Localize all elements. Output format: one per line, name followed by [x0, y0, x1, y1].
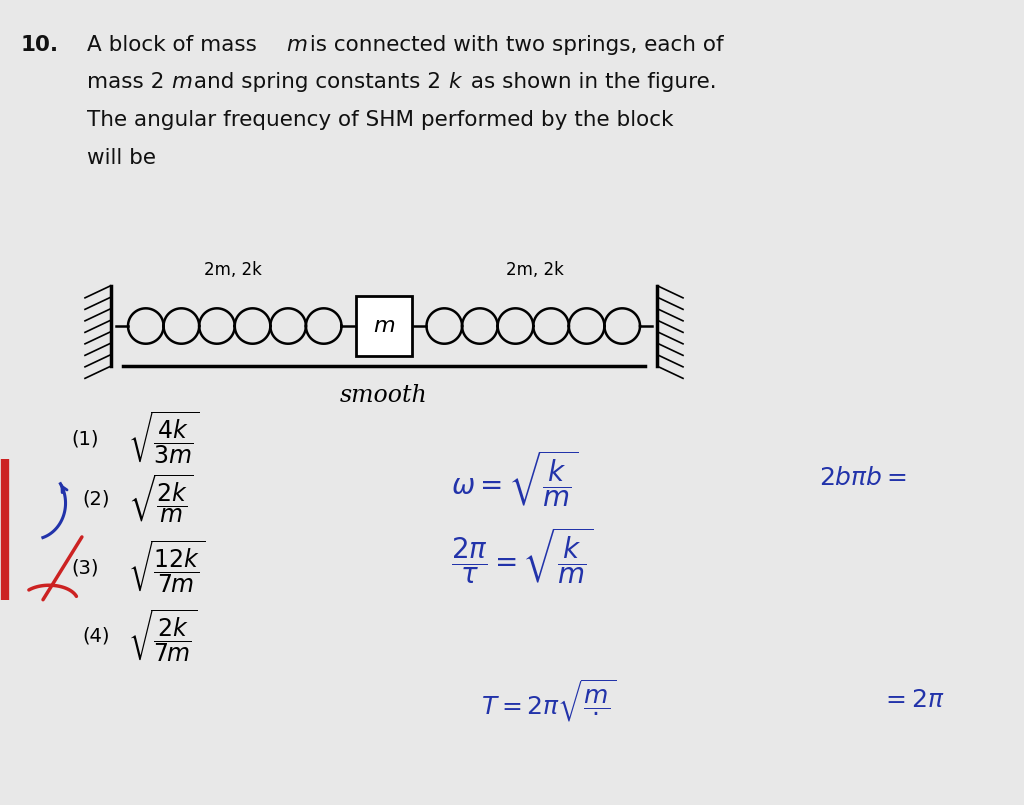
Text: A block of mass: A block of mass	[87, 35, 264, 55]
Text: is connected with two springs, each of: is connected with two springs, each of	[303, 35, 724, 55]
Text: as shown in the figure.: as shown in the figure.	[464, 72, 717, 93]
Text: $T = 2\pi\sqrt{\dfrac{m}{\cdot}}$: $T = 2\pi\sqrt{\dfrac{m}{\cdot}}$	[481, 677, 616, 724]
Text: m: m	[171, 72, 193, 93]
Text: $\dfrac{2\pi}{\tau} = \sqrt{\dfrac{k}{m}}$: $\dfrac{2\pi}{\tau} = \sqrt{\dfrac{k}{m}…	[451, 525, 593, 586]
Text: $\omega = \sqrt{\dfrac{k}{m}}$: $\omega = \sqrt{\dfrac{k}{m}}$	[451, 449, 578, 509]
Text: 2m, 2k: 2m, 2k	[204, 262, 262, 279]
Text: $\sqrt{\dfrac{2k}{7m}}$: $\sqrt{\dfrac{2k}{7m}}$	[128, 607, 198, 665]
Text: will be: will be	[87, 148, 156, 168]
Text: $\sqrt{\dfrac{12k}{7m}}$: $\sqrt{\dfrac{12k}{7m}}$	[128, 539, 206, 597]
Text: smooth: smooth	[340, 384, 428, 407]
Text: $m$: $m$	[373, 316, 395, 336]
Text: mass 2: mass 2	[87, 72, 165, 93]
Text: (2): (2)	[82, 489, 110, 509]
Text: k: k	[449, 72, 461, 93]
Text: m: m	[287, 35, 308, 55]
Text: $= 2\pi$: $= 2\pi$	[881, 689, 944, 712]
Text: $2b\pi b =$: $2b\pi b =$	[819, 468, 907, 490]
Text: The angular frequency of SHM performed by the block: The angular frequency of SHM performed b…	[87, 110, 674, 130]
Bar	[356, 296, 412, 356]
Text: 2m, 2k: 2m, 2k	[506, 262, 564, 279]
Text: $\sqrt{\dfrac{2k}{m}}$: $\sqrt{\dfrac{2k}{m}}$	[128, 473, 194, 526]
Text: $\sqrt{\dfrac{4k}{3m}}$: $\sqrt{\dfrac{4k}{3m}}$	[128, 410, 200, 468]
Text: (4): (4)	[82, 626, 110, 646]
Text: (1): (1)	[72, 429, 99, 448]
Text: 10.: 10.	[20, 35, 58, 55]
Text: and spring constants 2: and spring constants 2	[187, 72, 441, 93]
Text: (3): (3)	[72, 558, 99, 577]
